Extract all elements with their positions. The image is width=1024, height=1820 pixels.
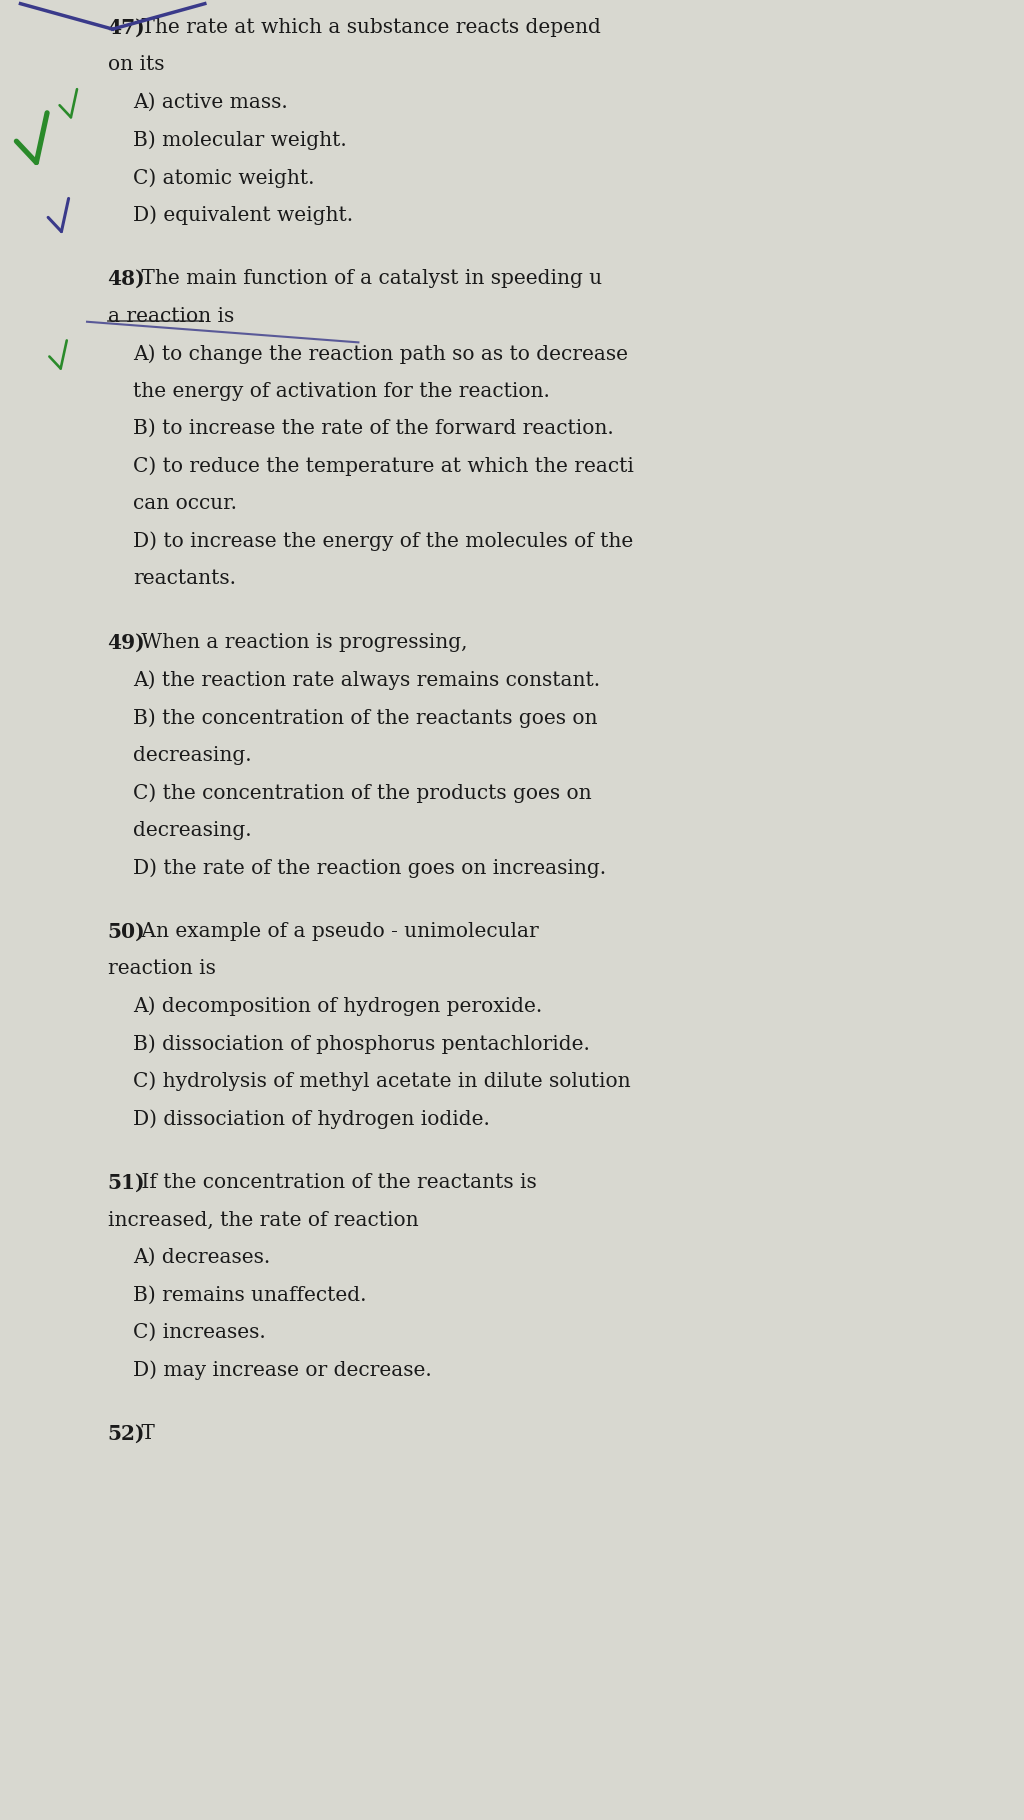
Text: a reaction is: a reaction is: [108, 308, 233, 326]
Text: decreasing.: decreasing.: [133, 746, 252, 764]
Text: If the concentration of the reactants is: If the concentration of the reactants is: [134, 1174, 537, 1192]
Text: T: T: [134, 1425, 155, 1443]
Text: 52): 52): [108, 1425, 144, 1445]
Text: D) the rate of the reaction goes on increasing.: D) the rate of the reaction goes on incr…: [133, 857, 606, 877]
Text: C) hydrolysis of methyl acetate in dilute solution: C) hydrolysis of methyl acetate in dilut…: [133, 1072, 631, 1092]
Text: An example of a pseudo - unimolecular: An example of a pseudo - unimolecular: [134, 921, 539, 941]
Text: 49): 49): [108, 633, 145, 653]
Text: A) decreases.: A) decreases.: [133, 1249, 270, 1267]
Text: A) to change the reaction path so as to decrease: A) to change the reaction path so as to …: [133, 344, 628, 364]
Text: The main function of a catalyst in speeding u: The main function of a catalyst in speed…: [134, 269, 602, 288]
Text: increased, the rate of reaction: increased, the rate of reaction: [108, 1210, 418, 1230]
Text: A) the reaction rate always remains constant.: A) the reaction rate always remains cons…: [133, 670, 600, 690]
Text: When a reaction is progressing,: When a reaction is progressing,: [134, 633, 467, 652]
Text: D) to increase the energy of the molecules of the: D) to increase the energy of the molecul…: [133, 531, 634, 551]
Text: the energy of activation for the reaction.: the energy of activation for the reactio…: [133, 382, 550, 400]
Text: A) active mass.: A) active mass.: [133, 93, 288, 113]
Text: reaction is: reaction is: [108, 959, 215, 979]
Text: B) remains unaffected.: B) remains unaffected.: [133, 1285, 367, 1305]
Text: 47): 47): [108, 18, 145, 38]
Text: B) the concentration of the reactants goes on: B) the concentration of the reactants go…: [133, 708, 598, 728]
Text: 48): 48): [108, 269, 145, 289]
Text: A) decomposition of hydrogen peroxide.: A) decomposition of hydrogen peroxide.: [133, 997, 543, 1016]
Text: B) to increase the rate of the forward reaction.: B) to increase the rate of the forward r…: [133, 419, 613, 439]
Text: C) increases.: C) increases.: [133, 1323, 266, 1341]
Text: 51): 51): [108, 1174, 145, 1192]
Text: C) the concentration of the products goes on: C) the concentration of the products goe…: [133, 783, 592, 803]
Text: C) atomic weight.: C) atomic weight.: [133, 167, 314, 187]
Text: reactants.: reactants.: [133, 570, 237, 588]
Text: 50): 50): [108, 921, 145, 941]
Text: C) to reduce the temperature at which the reacti: C) to reduce the temperature at which th…: [133, 457, 634, 477]
Text: decreasing.: decreasing.: [133, 821, 252, 839]
Text: The rate at which a substance reacts depend: The rate at which a substance reacts dep…: [134, 18, 600, 36]
Text: on its: on its: [108, 55, 164, 75]
Text: D) equivalent weight.: D) equivalent weight.: [133, 206, 353, 226]
Text: B) dissociation of phosphorus pentachloride.: B) dissociation of phosphorus pentachlor…: [133, 1034, 590, 1054]
Text: can occur.: can occur.: [133, 495, 238, 513]
Text: D) dissociation of hydrogen iodide.: D) dissociation of hydrogen iodide.: [133, 1108, 490, 1128]
Text: D) may increase or decrease.: D) may increase or decrease.: [133, 1361, 432, 1380]
Text: B) molecular weight.: B) molecular weight.: [133, 131, 347, 151]
